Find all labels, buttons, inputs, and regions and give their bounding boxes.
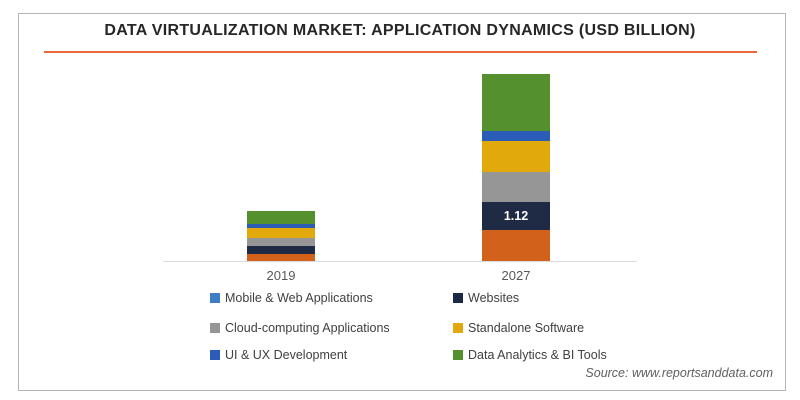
legend-swatch-icon xyxy=(453,323,463,333)
chart-frame xyxy=(18,13,786,391)
legend-swatch-icon xyxy=(210,323,220,333)
bar-segment-2019-mobile-web-applications xyxy=(247,253,315,261)
legend-item-cloud-computing-applications: Cloud-computing Applications xyxy=(210,321,390,335)
title-underline xyxy=(44,51,757,53)
chart-title: DATA VIRTUALIZATION MARKET: APPLICATION … xyxy=(104,22,696,39)
legend-label: Data Analytics & BI Tools xyxy=(468,348,607,362)
bar-segment-2027-standalone-software xyxy=(482,141,550,173)
x-axis-line xyxy=(163,261,637,262)
legend-item-ui-ux-development: UI & UX Development xyxy=(210,348,347,362)
bar-segment-2019-standalone-software xyxy=(247,227,315,238)
legend-label: Standalone Software xyxy=(468,321,585,335)
bar-segment-2027-ui-ux-development xyxy=(482,130,550,142)
legend-item-data-analytics-bi-tools: Data Analytics & BI Tools xyxy=(453,348,607,362)
source-note: Source: www.reportsanddata.com xyxy=(585,366,773,380)
bar-segment-2027-data-analytics-bi-tools xyxy=(482,74,550,131)
legend-label: Mobile & Web Applications xyxy=(225,291,373,305)
bar-data-label: 1.12 xyxy=(503,208,529,223)
bar-segment-2019-data-analytics-bi-tools xyxy=(247,210,315,224)
bar-segment-2027-cloud-computing-applications xyxy=(482,172,550,202)
legend-swatch-icon xyxy=(453,350,463,360)
legend-item-websites: Websites xyxy=(453,291,519,305)
legend-label: Websites xyxy=(468,291,520,305)
bar-segment-2019-ui-ux-development xyxy=(247,223,315,228)
bar-segment-2019-websites xyxy=(247,246,315,254)
legend-swatch-icon xyxy=(453,293,463,303)
legend-swatch-icon xyxy=(210,293,220,303)
legend-label: UI & UX Development xyxy=(225,348,348,362)
x-axis-tick-label-2027: 2027 xyxy=(501,268,531,283)
bar-segment-2027-websites: 1.12 xyxy=(482,201,550,230)
x-axis-tick-label-2019: 2019 xyxy=(266,268,296,283)
legend-label: Cloud-computing Applications xyxy=(225,321,390,335)
bar-segment-2019-cloud-computing-applications xyxy=(247,237,315,246)
bar-segment-2027-mobile-web-applications xyxy=(482,230,550,261)
legend-swatch-icon xyxy=(210,350,220,360)
legend-item-standalone-software: Standalone Software xyxy=(453,321,584,335)
legend-item-mobile-web-applications: Mobile & Web Applications xyxy=(210,291,373,305)
